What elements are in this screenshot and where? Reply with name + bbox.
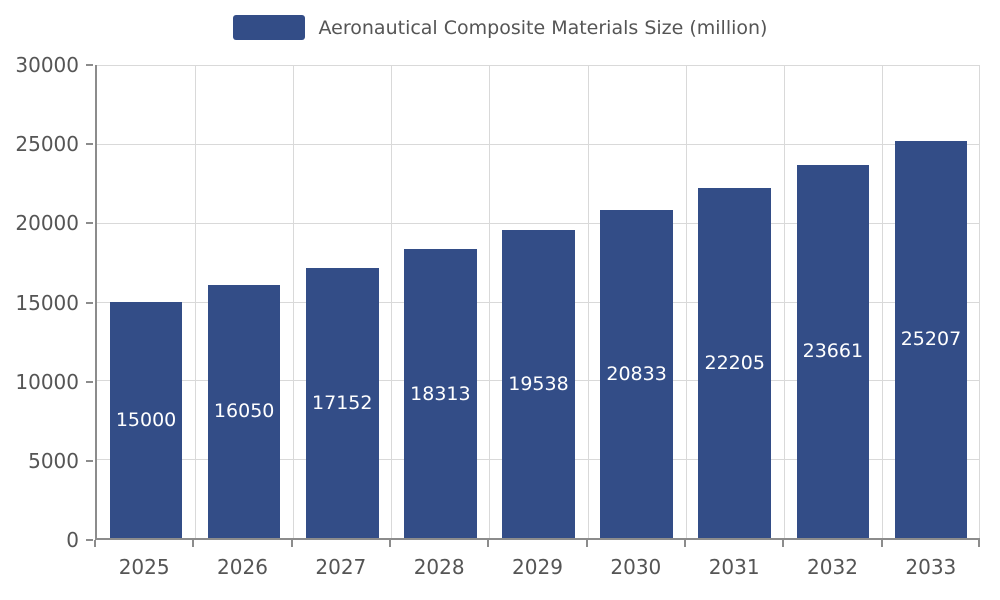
bar[interactable]: 19538 (502, 229, 575, 538)
gridline-v (881, 65, 883, 538)
x-tick-label: 2030 (610, 555, 662, 579)
plot-area: 15000 16050 17152 18313 19538 20833 22205 23661… (95, 65, 980, 540)
bar[interactable]: 15000 (109, 301, 183, 538)
legend[interactable]: Aeronautical Composite Materials Size (m… (0, 15, 1000, 40)
x-tick-label: 2025 (118, 555, 170, 579)
x-tick-label: 2028 (413, 555, 465, 579)
y-tick-mark (86, 539, 93, 541)
x-tick-label: 2032 (807, 555, 858, 579)
y-tick-mark (86, 459, 93, 462)
x-tick-label: 2029 (512, 555, 563, 579)
x-tick-label: 2031 (708, 555, 760, 579)
x-tick-mark (978, 540, 980, 547)
x-tick-mark (585, 540, 588, 547)
x-axis: 2025 2026 2027 2028 2029 2030 2031 2032 2033 (94, 540, 980, 590)
bar-value-label: 15000 (115, 408, 177, 431)
bar-value-label: 16050 (213, 400, 275, 423)
y-axis: 0 5000 10000 15000 20000 25000 30000 (0, 53, 93, 552)
bar-value-label: 20833 (606, 362, 667, 385)
bar-value-label: 23661 (802, 340, 864, 363)
x-tick-mark (388, 540, 391, 547)
y-tick-label: 15000 (15, 290, 79, 315)
y-tick-label: 10000 (15, 369, 79, 394)
gridline-h (97, 222, 980, 224)
legend-swatch (232, 15, 305, 40)
x-tick-mark (290, 540, 293, 547)
bar[interactable]: 16050 (207, 284, 281, 538)
bar-value-label: 22205 (704, 351, 765, 374)
bar-value-label: 25207 (900, 328, 962, 351)
y-tick-mark (86, 64, 93, 66)
legend-label: Aeronautical Composite Materials Size (m… (318, 16, 768, 39)
x-tick-mark (683, 540, 686, 547)
y-tick-mark (86, 380, 93, 383)
y-tick-mark (86, 143, 93, 146)
gridline-v (489, 65, 491, 538)
gridline-v (391, 65, 393, 538)
bar[interactable]: 22205 (698, 187, 771, 538)
gridline-v (195, 65, 197, 538)
bar[interactable]: 25207 (894, 140, 968, 538)
bar[interactable]: 17152 (305, 267, 379, 538)
x-tick-mark (192, 540, 195, 547)
gridline-v (293, 65, 295, 538)
y-tick-label: 5000 (28, 448, 79, 473)
bar-value-label: 18313 (410, 382, 471, 405)
x-tick-mark (487, 540, 490, 547)
y-tick-label: 30000 (15, 53, 79, 77)
bar[interactable]: 18313 (404, 249, 477, 538)
bar-value-label: 19538 (508, 372, 569, 395)
x-tick-label: 2033 (905, 555, 957, 579)
y-tick-label: 25000 (15, 132, 79, 157)
x-tick-mark (782, 540, 785, 547)
gridline-v (979, 65, 980, 538)
y-tick-label: 0 (66, 528, 79, 552)
y-tick-mark (86, 301, 93, 304)
gridline-h (97, 143, 980, 145)
x-tick-mark (880, 540, 883, 547)
bar[interactable]: 20833 (600, 209, 673, 538)
x-tick-label: 2026 (217, 555, 268, 579)
gridline-h (97, 65, 980, 66)
bar[interactable]: 23661 (796, 164, 870, 538)
bar-value-label: 17152 (312, 391, 373, 414)
x-tick-mark (94, 540, 96, 547)
y-tick-label: 20000 (15, 211, 79, 236)
y-tick-mark (86, 222, 93, 225)
x-tick-label: 2027 (315, 555, 367, 579)
gridline-v (783, 65, 785, 538)
gridline-v (685, 65, 687, 538)
gridline-v (587, 65, 589, 538)
